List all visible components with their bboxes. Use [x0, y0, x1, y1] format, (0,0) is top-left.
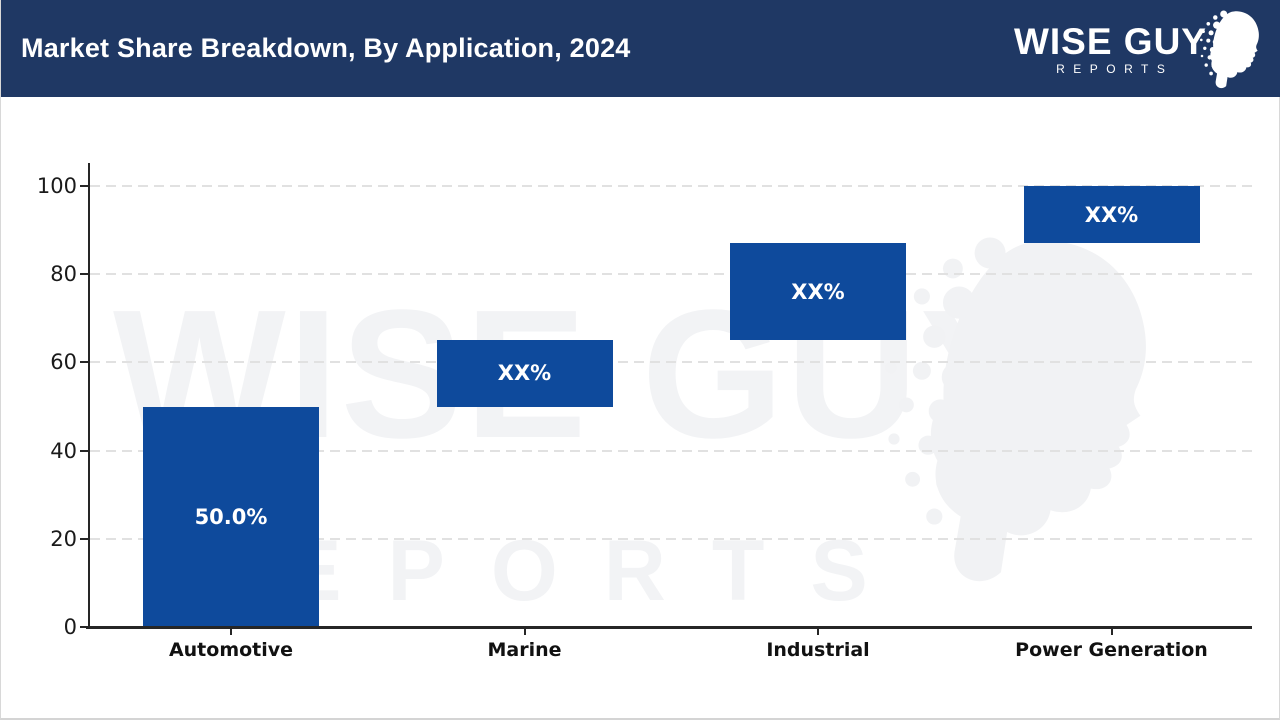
x-tick-mark [523, 627, 526, 635]
logo-name: WISE GUY [1013, 20, 1207, 62]
wiseguy-logo: WISE GUY REPORTS [1014, 6, 1267, 92]
y-tick-label: 80 [50, 262, 77, 287]
page-title: Market Share Breakdown, By Application, … [21, 33, 631, 63]
bar-power-generation: XX% [1023, 186, 1200, 244]
y-tick-label: 100 [36, 174, 77, 199]
y-tick-mark [80, 273, 88, 276]
bar-value-label: XX% [791, 279, 845, 304]
gridline [90, 185, 1252, 188]
bar-industrial: XX% [730, 243, 906, 341]
gridline [90, 273, 1252, 276]
gridline [90, 361, 1252, 364]
bar-value-label: 50.0% [194, 504, 268, 529]
x-tick-mark [1110, 627, 1113, 635]
gridline [90, 449, 1252, 452]
y-tick-label: 0 [63, 615, 77, 639]
y-axis-spine [88, 163, 90, 628]
plot-area: 50.0% XX% XX% XX% [90, 164, 1252, 627]
bar-value-label: XX% [1084, 202, 1139, 227]
y-tick-mark [80, 537, 88, 540]
bar-value-label: XX% [497, 361, 552, 386]
bar-automotive: 50.0% [143, 406, 319, 627]
bar-marine: XX% [436, 340, 613, 407]
x-tick-mark [230, 627, 232, 635]
y-tick-mark [80, 449, 88, 452]
y-tick-label: 60 [50, 350, 77, 375]
y-tick-mark [80, 361, 88, 364]
y-tick-label: 40 [50, 438, 77, 463]
logo-subtitle: REPORTS [1056, 61, 1174, 76]
logo-wordmark: WISE GUY REPORTS [1013, 20, 1207, 76]
y-tick-mark [80, 185, 88, 188]
x-category-label: Automotive [168, 639, 294, 661]
y-tick-mark [80, 626, 88, 628]
x-category-label: Marine [487, 639, 562, 661]
x-axis-spine [86, 626, 1252, 629]
y-tick-label: 20 [50, 526, 77, 551]
header-bar: Market Share Breakdown, By Application, … [1, 0, 1280, 97]
x-category-label: Power Generation [1015, 639, 1208, 661]
gridline [90, 537, 1252, 540]
x-category-label: Industrial [766, 639, 870, 661]
x-tick-mark [817, 627, 819, 635]
